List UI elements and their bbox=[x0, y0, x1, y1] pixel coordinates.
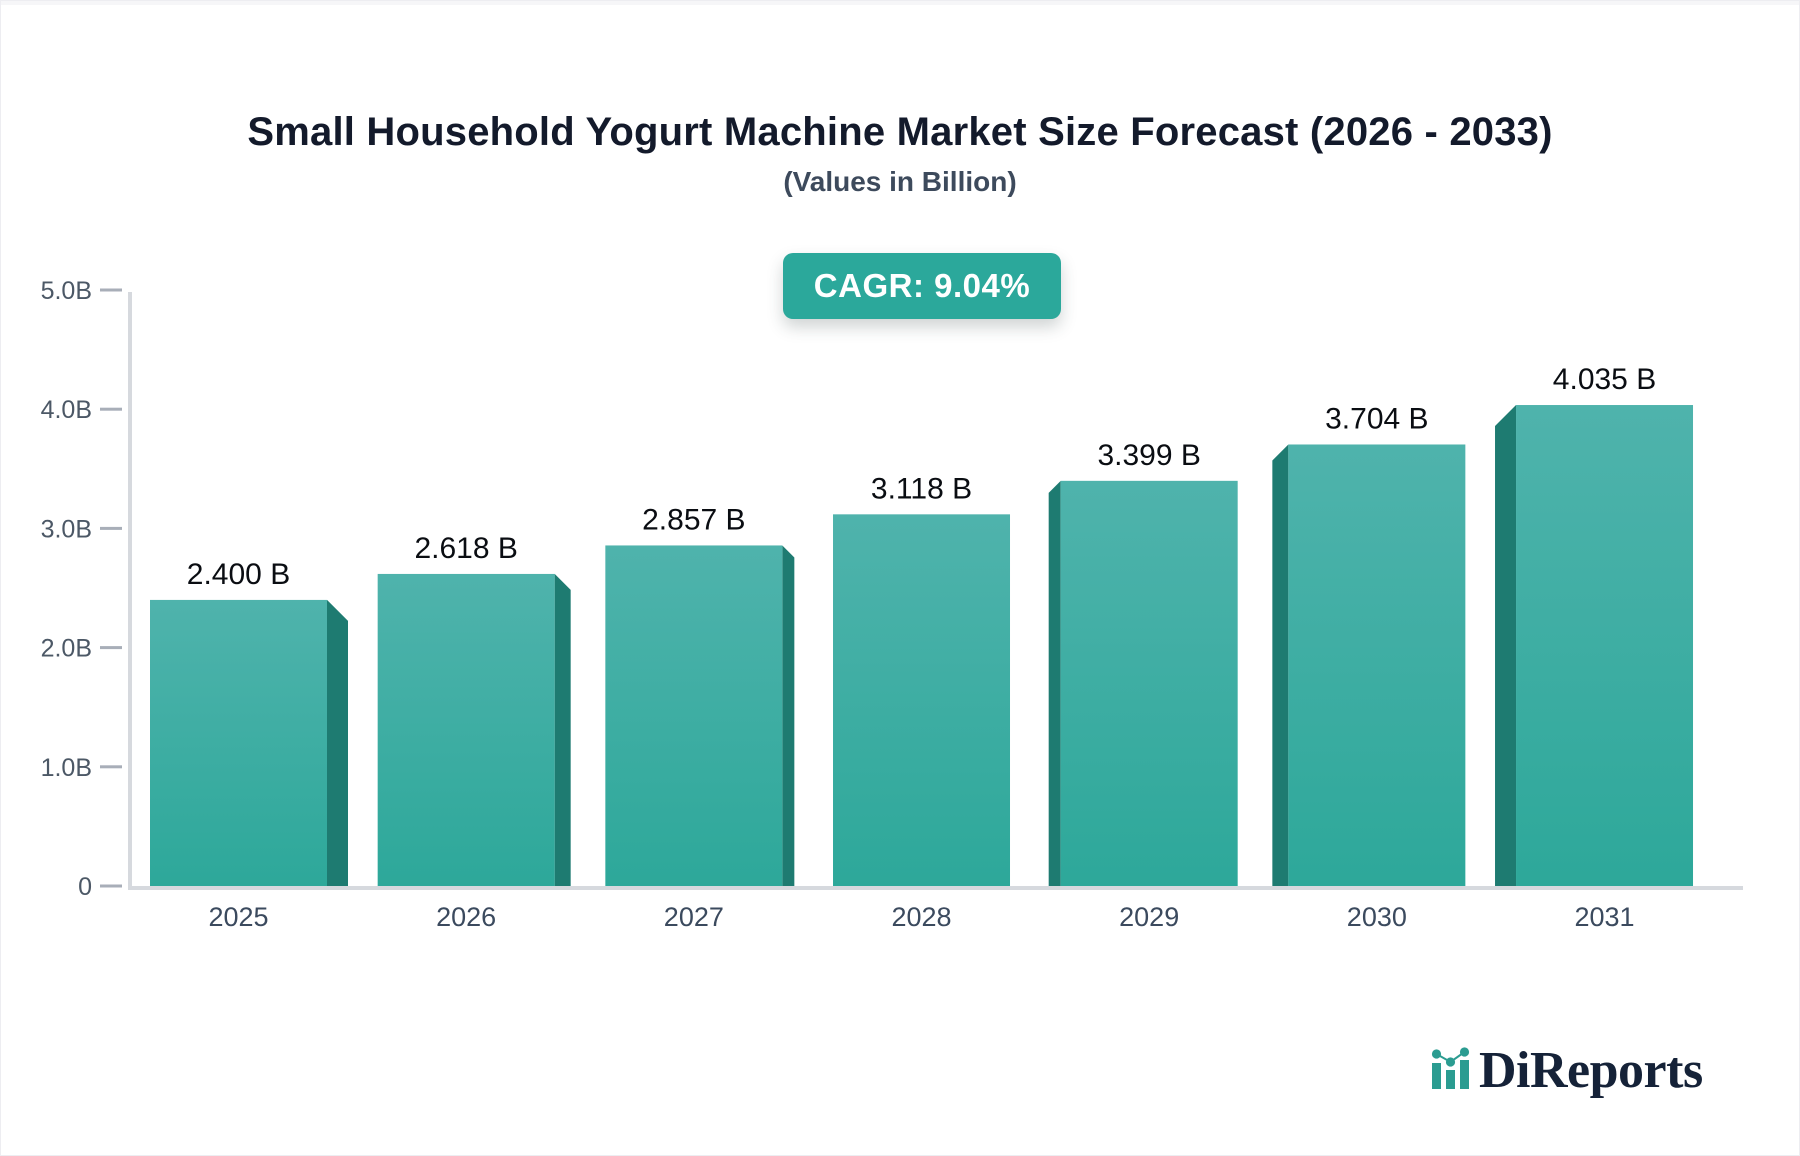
direports-logo: DiReports bbox=[1430, 1034, 1703, 1106]
bar-value-label-2029: 3.399 B bbox=[1097, 439, 1200, 472]
y-axis-tick bbox=[100, 765, 122, 769]
x-axis-label-2028: 2028 bbox=[891, 902, 951, 932]
bar-value-label-2031: 4.035 B bbox=[1553, 363, 1656, 396]
x-axis-label-2031: 2031 bbox=[1574, 902, 1634, 932]
y-axis-label: 0 bbox=[78, 873, 92, 901]
bar-value-label-2026: 2.618 B bbox=[414, 532, 517, 565]
chart-title: Small Household Yogurt Machine Market Si… bbox=[247, 110, 1553, 154]
chart-subtitle: (Values in Billion) bbox=[783, 166, 1017, 197]
y-axis-tick bbox=[100, 884, 122, 888]
bar-side-2029 bbox=[1048, 480, 1061, 886]
bar-2030 bbox=[1288, 444, 1466, 886]
cagr-badge-label: CAGR: 9.04% bbox=[813, 267, 1031, 304]
y-axis-label: 3.0B bbox=[41, 515, 92, 543]
y-axis-line bbox=[128, 292, 132, 886]
bar-side-2031 bbox=[1495, 405, 1517, 886]
y-axis-tick bbox=[100, 407, 122, 411]
x-axis-label-2025: 2025 bbox=[208, 902, 268, 932]
bar-2025 bbox=[150, 599, 327, 886]
x-axis-line bbox=[128, 886, 1743, 890]
bar-2028 bbox=[833, 514, 1011, 886]
logo-text: DiReports bbox=[1479, 1042, 1703, 1099]
y-axis-tick bbox=[100, 526, 122, 530]
y-axis-label: 5.0B bbox=[41, 277, 92, 305]
bar-value-label-2028: 3.118 B bbox=[871, 472, 972, 505]
y-axis-label: 1.0B bbox=[41, 754, 92, 782]
y-axis-tick bbox=[100, 646, 122, 650]
bar-2026 bbox=[377, 573, 555, 886]
bar-side-2027 bbox=[782, 545, 795, 886]
mini-bar-chart-icon bbox=[1431, 1047, 1470, 1089]
x-axis-label-2029: 2029 bbox=[1119, 902, 1179, 932]
bar-value-label-2025: 2.400 B bbox=[187, 558, 290, 591]
y-axis-tick bbox=[100, 288, 122, 292]
bar-value-label-2027: 2.857 B bbox=[642, 503, 745, 536]
cagr-badge: CAGR: 9.04% bbox=[783, 253, 1061, 319]
bar-2029 bbox=[1060, 480, 1238, 886]
bar-side-2026 bbox=[554, 573, 571, 886]
x-axis-label-2030: 2030 bbox=[1347, 902, 1407, 932]
bar-side-2025 bbox=[327, 599, 348, 886]
bar-2027 bbox=[605, 545, 783, 886]
y-axis-label: 4.0B bbox=[41, 396, 92, 424]
bar-value-label-2030: 3.704 B bbox=[1325, 402, 1428, 435]
x-axis-label-2027: 2027 bbox=[664, 902, 724, 932]
bar-2031 bbox=[1516, 405, 1694, 886]
y-axis-label: 2.0B bbox=[41, 635, 92, 663]
x-axis-label-2026: 2026 bbox=[436, 902, 496, 932]
bar-side-2030 bbox=[1272, 444, 1289, 886]
